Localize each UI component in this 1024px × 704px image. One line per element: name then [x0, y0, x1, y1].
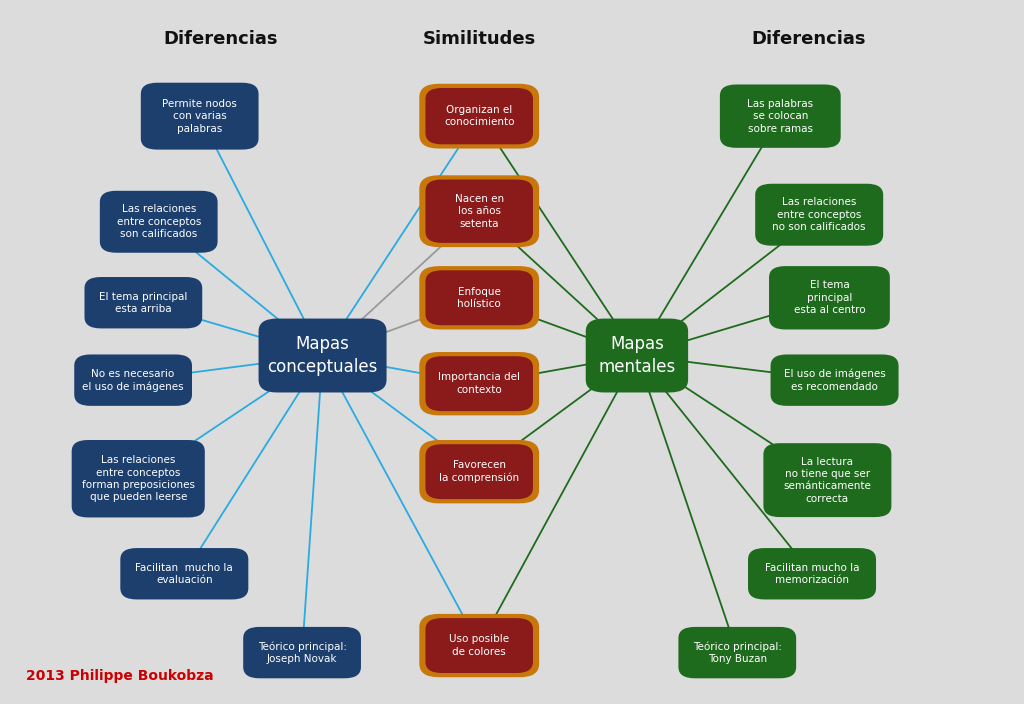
FancyBboxPatch shape [141, 83, 258, 150]
FancyBboxPatch shape [678, 627, 797, 679]
Text: Uso posible
de colores: Uso posible de colores [450, 634, 509, 657]
Text: Organizan el
conocimiento: Organizan el conocimiento [444, 105, 514, 127]
Text: Teórico principal:
Tony Buzan: Teórico principal: Tony Buzan [693, 641, 781, 664]
Text: Importancia del
contexto: Importancia del contexto [438, 372, 520, 395]
FancyBboxPatch shape [426, 444, 534, 499]
FancyBboxPatch shape [426, 270, 534, 325]
Text: Permite nodos
con varias
palabras: Permite nodos con varias palabras [162, 99, 238, 134]
FancyBboxPatch shape [100, 191, 218, 253]
FancyBboxPatch shape [420, 175, 539, 247]
FancyBboxPatch shape [420, 614, 539, 677]
FancyBboxPatch shape [420, 440, 539, 503]
FancyBboxPatch shape [764, 444, 891, 517]
FancyBboxPatch shape [420, 266, 539, 329]
FancyBboxPatch shape [121, 548, 248, 600]
Text: Mapas
conceptuales: Mapas conceptuales [267, 335, 378, 376]
FancyBboxPatch shape [756, 184, 883, 246]
FancyBboxPatch shape [769, 266, 890, 329]
FancyBboxPatch shape [426, 356, 534, 411]
FancyBboxPatch shape [420, 84, 539, 149]
Text: La lectura
no tiene que ser
semánticamente
correcta: La lectura no tiene que ser semánticamen… [783, 456, 871, 504]
FancyBboxPatch shape [420, 352, 539, 415]
Text: Las relaciones
entre conceptos
son calificados: Las relaciones entre conceptos son calif… [117, 204, 201, 239]
Text: El tema
principal
esta al centro: El tema principal esta al centro [794, 280, 865, 315]
FancyBboxPatch shape [72, 440, 205, 517]
Text: Las relaciones
entre conceptos
no son calificados: Las relaciones entre conceptos no son ca… [772, 197, 866, 232]
Text: Similitudes: Similitudes [423, 30, 536, 48]
FancyBboxPatch shape [75, 354, 193, 406]
FancyBboxPatch shape [258, 318, 387, 393]
Text: Facilitan mucho la
memorización: Facilitan mucho la memorización [765, 562, 859, 585]
FancyBboxPatch shape [720, 84, 841, 148]
FancyBboxPatch shape [426, 88, 534, 144]
Text: Diferencias: Diferencias [752, 30, 866, 48]
FancyBboxPatch shape [85, 277, 203, 328]
Text: Mapas
mentales: Mapas mentales [598, 335, 676, 376]
FancyBboxPatch shape [244, 627, 360, 679]
FancyBboxPatch shape [426, 180, 534, 243]
Text: Las palabras
se colocan
sobre ramas: Las palabras se colocan sobre ramas [748, 99, 813, 134]
Text: El tema principal
esta arriba: El tema principal esta arriba [99, 291, 187, 314]
Text: Favorecen
la comprensión: Favorecen la comprensión [439, 460, 519, 483]
Text: No es necesario
el uso de imágenes: No es necesario el uso de imágenes [82, 369, 184, 391]
Text: Nacen en
los años
setenta: Nacen en los años setenta [455, 194, 504, 229]
FancyBboxPatch shape [770, 354, 899, 406]
Text: El uso de imágenes
es recomendado: El uso de imágenes es recomendado [783, 369, 886, 391]
FancyBboxPatch shape [426, 618, 534, 673]
FancyBboxPatch shape [586, 318, 688, 393]
Text: Teórico principal:
Joseph Novak: Teórico principal: Joseph Novak [258, 641, 346, 664]
Text: Diferencias: Diferencias [163, 30, 278, 48]
Text: Facilitan  mucho la
evaluación: Facilitan mucho la evaluación [135, 562, 233, 585]
Text: Las relaciones
entre conceptos
forman preposiciones
que pueden leerse: Las relaciones entre conceptos forman pr… [82, 455, 195, 503]
FancyBboxPatch shape [748, 548, 877, 600]
Text: 2013 Philippe Boukobza: 2013 Philippe Boukobza [26, 669, 213, 683]
Text: Enfoque
holístico: Enfoque holístico [458, 287, 501, 309]
